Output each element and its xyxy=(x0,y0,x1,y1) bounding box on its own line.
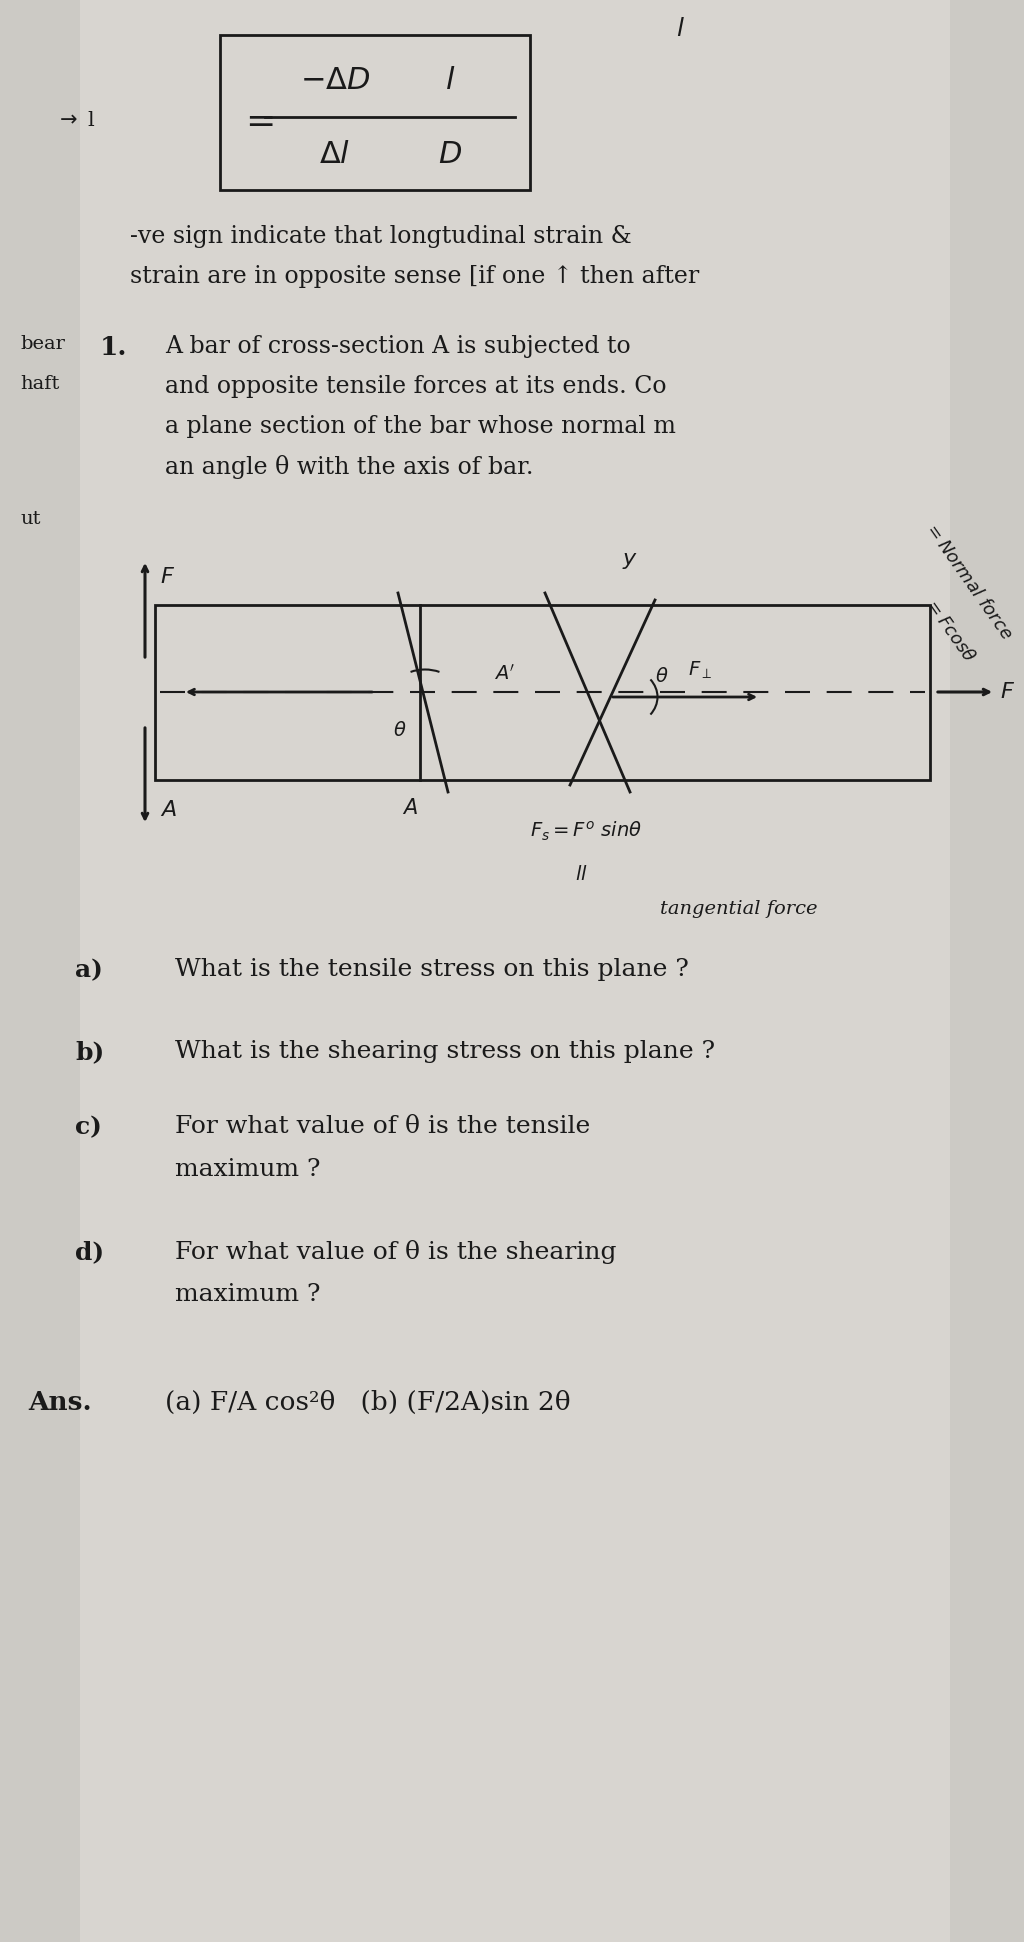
Text: haft: haft xyxy=(20,375,59,392)
Bar xyxy=(220,35,530,190)
Text: maximum ?: maximum ? xyxy=(175,1284,321,1307)
Text: $\Delta l$: $\Delta l$ xyxy=(319,140,350,171)
Text: ut: ut xyxy=(20,511,41,528)
Text: d): d) xyxy=(75,1241,104,1264)
Text: $= Normal\ force$: $= Normal\ force$ xyxy=(920,517,1015,643)
Text: $F$: $F$ xyxy=(1000,682,1015,703)
Text: $A'$: $A'$ xyxy=(495,664,516,684)
Text: $y$: $y$ xyxy=(622,550,638,571)
Text: What is the tensile stress on this plane ?: What is the tensile stress on this plane… xyxy=(175,957,689,981)
Text: $F$: $F$ xyxy=(160,565,175,588)
Text: a): a) xyxy=(75,957,102,983)
Text: b): b) xyxy=(75,1041,104,1064)
Text: and opposite tensile forces at its ends. Co: and opposite tensile forces at its ends.… xyxy=(165,375,667,398)
Text: What is the shearing stress on this plane ?: What is the shearing stress on this plan… xyxy=(175,1041,715,1062)
Text: a plane section of the bar whose normal m: a plane section of the bar whose normal … xyxy=(165,416,676,439)
Text: strain are in opposite sense [if one ↑ then after: strain are in opposite sense [if one ↑ t… xyxy=(130,264,699,287)
Text: $\theta$: $\theta$ xyxy=(655,668,669,687)
Text: $l$: $l$ xyxy=(444,64,455,95)
Text: tangential force: tangential force xyxy=(660,899,817,919)
Text: maximum ?: maximum ? xyxy=(175,1157,321,1181)
Bar xyxy=(80,0,950,1942)
Text: c): c) xyxy=(75,1115,101,1140)
Text: 1.: 1. xyxy=(100,336,128,359)
Text: A bar of cross-section A is subjected to: A bar of cross-section A is subjected to xyxy=(165,336,631,357)
Text: -ve sign indicate that longtudinal strain &: -ve sign indicate that longtudinal strai… xyxy=(130,225,639,249)
Text: $\rightarrow$ l: $\rightarrow$ l xyxy=(55,111,95,130)
Text: bear: bear xyxy=(20,336,65,353)
Text: $\theta$: $\theta$ xyxy=(393,720,407,740)
Text: Ans.: Ans. xyxy=(28,1390,91,1416)
Text: an angle θ with the axis of bar.: an angle θ with the axis of bar. xyxy=(165,454,534,480)
Text: $=Fcos\theta$: $=Fcos\theta$ xyxy=(920,594,978,666)
Text: $A$: $A$ xyxy=(402,798,418,818)
Text: $l$: $l$ xyxy=(676,17,684,41)
Text: $=$: $=$ xyxy=(238,103,273,138)
Text: For what value of θ is the shearing: For what value of θ is the shearing xyxy=(175,1241,616,1264)
Text: $F_\perp$: $F_\perp$ xyxy=(688,660,713,680)
Bar xyxy=(155,606,930,781)
Text: For what value of θ is the tensile: For what value of θ is the tensile xyxy=(175,1115,590,1138)
Text: $D$: $D$ xyxy=(438,140,462,171)
Text: $-\Delta D$: $-\Delta D$ xyxy=(300,64,371,95)
Text: (a) F/A cos²θ   (b) (F/2A)sin 2θ: (a) F/A cos²θ (b) (F/2A)sin 2θ xyxy=(165,1390,570,1416)
Text: $F_s = F^o\ sin\theta$: $F_s = F^o\ sin\theta$ xyxy=(530,820,642,843)
Text: $A$: $A$ xyxy=(160,798,177,821)
Text: $ll$: $ll$ xyxy=(575,864,588,884)
